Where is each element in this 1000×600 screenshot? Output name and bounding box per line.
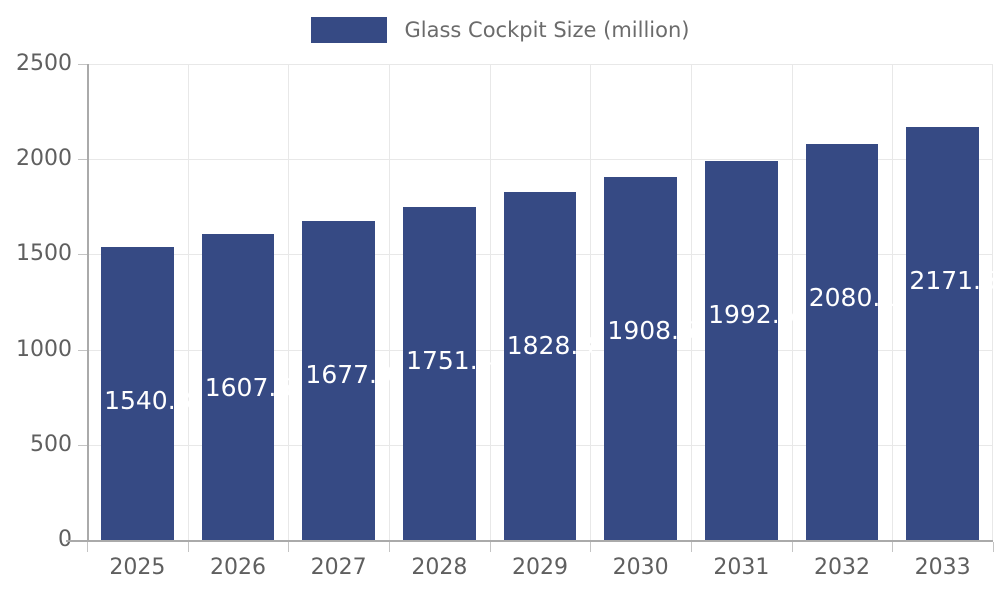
x-axis-tick-label: 2026 — [210, 555, 266, 580]
x-axis-tick-mark — [892, 542, 893, 552]
bar[interactable] — [201, 233, 275, 540]
y-axis-tick-label: 0 — [58, 527, 72, 552]
bar-value-label: 1992.5 — [708, 299, 796, 329]
x-axis-tick-mark — [389, 542, 390, 552]
x-axis-tick-label: 2027 — [310, 555, 367, 580]
bar-value-label: 2080.1 — [808, 282, 897, 312]
bar[interactable] — [604, 176, 677, 540]
y-axis-spine — [87, 64, 89, 541]
gridline-vertical — [590, 64, 591, 540]
gridline-vertical — [691, 64, 692, 540]
y-axis-tick-label: 1000 — [16, 336, 72, 362]
bar[interactable] — [805, 143, 879, 540]
gridline-horizontal — [87, 159, 993, 161]
x-axis-tick-mark — [691, 542, 692, 552]
gridline-vertical — [792, 64, 793, 540]
x-axis-tick-mark — [288, 542, 289, 552]
y-axis-tick-label: 2500 — [16, 51, 72, 76]
gridline-vertical — [892, 64, 893, 540]
bar-value-label: 1908.6 — [607, 315, 695, 345]
chart-legend: Glass Cockpit Size (million) — [0, 10, 1000, 50]
bar[interactable] — [302, 220, 375, 540]
gridline-vertical — [188, 64, 189, 540]
x-axis-tick-label: 2030 — [612, 555, 669, 580]
x-axis-tick-label: 2031 — [713, 555, 770, 580]
x-axis-tick-label: 2029 — [512, 555, 568, 580]
bar-value-label: 1751.4 — [406, 345, 494, 375]
x-axis-tick-label: 2033 — [914, 555, 971, 580]
bar[interactable] — [906, 126, 979, 540]
plot-area: 1540.3 1607.6 1677.9 1751.4 1828.3 1908.6 1992… — [87, 64, 997, 541]
x-axis-tick-label: 2032 — [814, 555, 870, 580]
y-axis-tick-label: 500 — [30, 431, 72, 457]
bar-value-label: 2171.6 — [909, 265, 997, 295]
bar[interactable] — [101, 246, 174, 540]
y-axis-tick-label: 2000 — [16, 146, 72, 172]
bar-value-label: 1540.3 — [104, 385, 192, 415]
x-axis-tick-mark — [188, 542, 189, 552]
legend-label: Glass Cockpit Size (million) — [404, 17, 690, 42]
y-axis-tick-mark — [78, 159, 87, 161]
bar[interactable] — [705, 160, 778, 540]
x-axis-tick-label: 2028 — [411, 555, 468, 580]
x-axis-tick-mark — [792, 542, 793, 552]
y-axis-tick-mark — [78, 444, 87, 446]
bar-value-label: 1828.3 — [506, 330, 595, 360]
bar-value-label: 1607.6 — [204, 372, 293, 402]
x-axis-tick-mark — [590, 542, 591, 552]
x-axis-tick-mark — [993, 542, 994, 552]
x-axis-tick-mark — [87, 542, 88, 552]
x-axis-tick-label: 2025 — [109, 555, 166, 580]
gridline-vertical — [490, 64, 491, 540]
gridline-vertical — [288, 64, 289, 540]
x-axis-spine — [66, 540, 993, 542]
bar[interactable] — [403, 206, 476, 540]
gridline-vertical — [389, 64, 390, 540]
x-axis-tick-mark — [490, 542, 491, 552]
y-axis-tick-mark — [78, 349, 87, 351]
legend-item-glass-cockpit-size[interactable]: Glass Cockpit Size (million) — [310, 17, 690, 43]
bar[interactable] — [503, 191, 577, 540]
legend-swatch-icon — [310, 17, 387, 43]
y-axis-tick-mark — [78, 64, 87, 65]
y-axis-tick-mark — [78, 254, 87, 256]
bar-value-label: 1677.9 — [305, 359, 393, 389]
y-axis-tick-label: 1500 — [16, 241, 72, 267]
